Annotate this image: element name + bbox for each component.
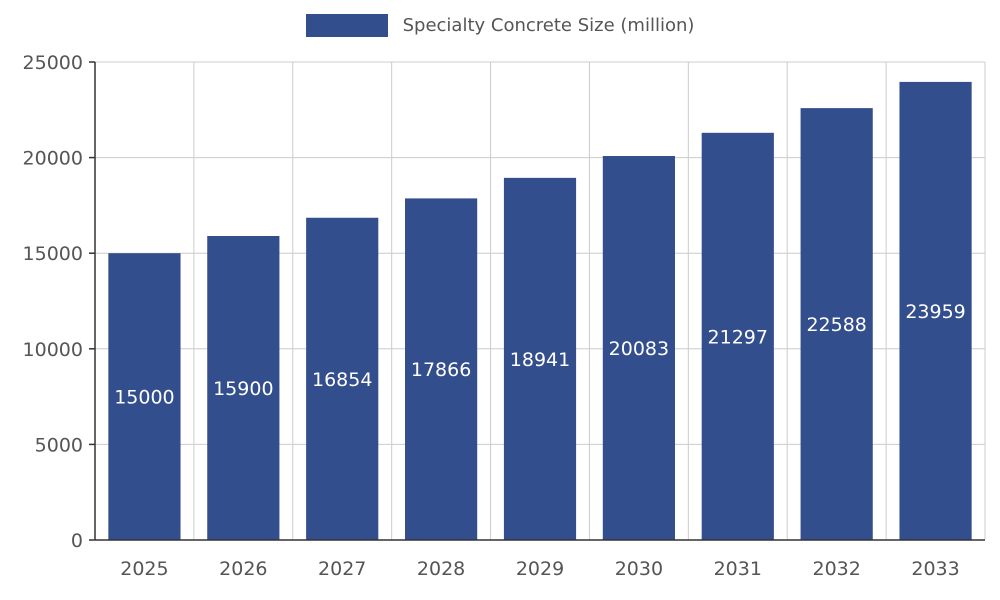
bar-value-label: 17866 — [411, 359, 471, 381]
bar — [899, 81, 972, 540]
y-tick-label: 10000 — [23, 339, 83, 361]
y-tick-label: 20000 — [23, 148, 83, 170]
y-tick-label: 0 — [71, 530, 83, 552]
legend-label: Specialty Concrete Size (million) — [402, 15, 695, 36]
x-tick-label: 2033 — [911, 558, 959, 580]
y-tick-label: 5000 — [35, 434, 83, 456]
bar — [701, 132, 774, 540]
bar-value-label: 22588 — [806, 314, 866, 336]
x-tick-label: 2030 — [615, 558, 663, 580]
y-tick-label: 15000 — [23, 243, 83, 265]
bar-value-label: 21297 — [708, 326, 768, 348]
y-tick-label: 25000 — [23, 52, 83, 74]
x-tick-label: 2027 — [318, 558, 366, 580]
x-tick-label: 2031 — [714, 558, 762, 580]
bar — [800, 108, 873, 541]
x-tick-label: 2032 — [812, 558, 860, 580]
x-tick-label: 2026 — [219, 558, 267, 580]
bar — [503, 177, 577, 540]
bar-value-label: 16854 — [312, 369, 372, 391]
bar — [602, 156, 675, 540]
bar-value-label: 15900 — [213, 378, 273, 400]
bar-value-label: 23959 — [905, 301, 965, 323]
bar — [108, 253, 181, 540]
bar-value-label: 18941 — [510, 349, 570, 371]
bar-value-label: 20083 — [609, 338, 669, 360]
bar — [306, 217, 379, 540]
x-tick-label: 2028 — [417, 558, 465, 580]
x-tick-label: 2025 — [120, 558, 168, 580]
legend: Specialty Concrete Size (million) — [0, 14, 1000, 37]
legend-swatch — [305, 14, 388, 37]
bar — [405, 198, 478, 540]
x-tick-label: 2029 — [516, 558, 564, 580]
bar-value-label: 15000 — [114, 387, 174, 409]
bar — [207, 235, 280, 540]
